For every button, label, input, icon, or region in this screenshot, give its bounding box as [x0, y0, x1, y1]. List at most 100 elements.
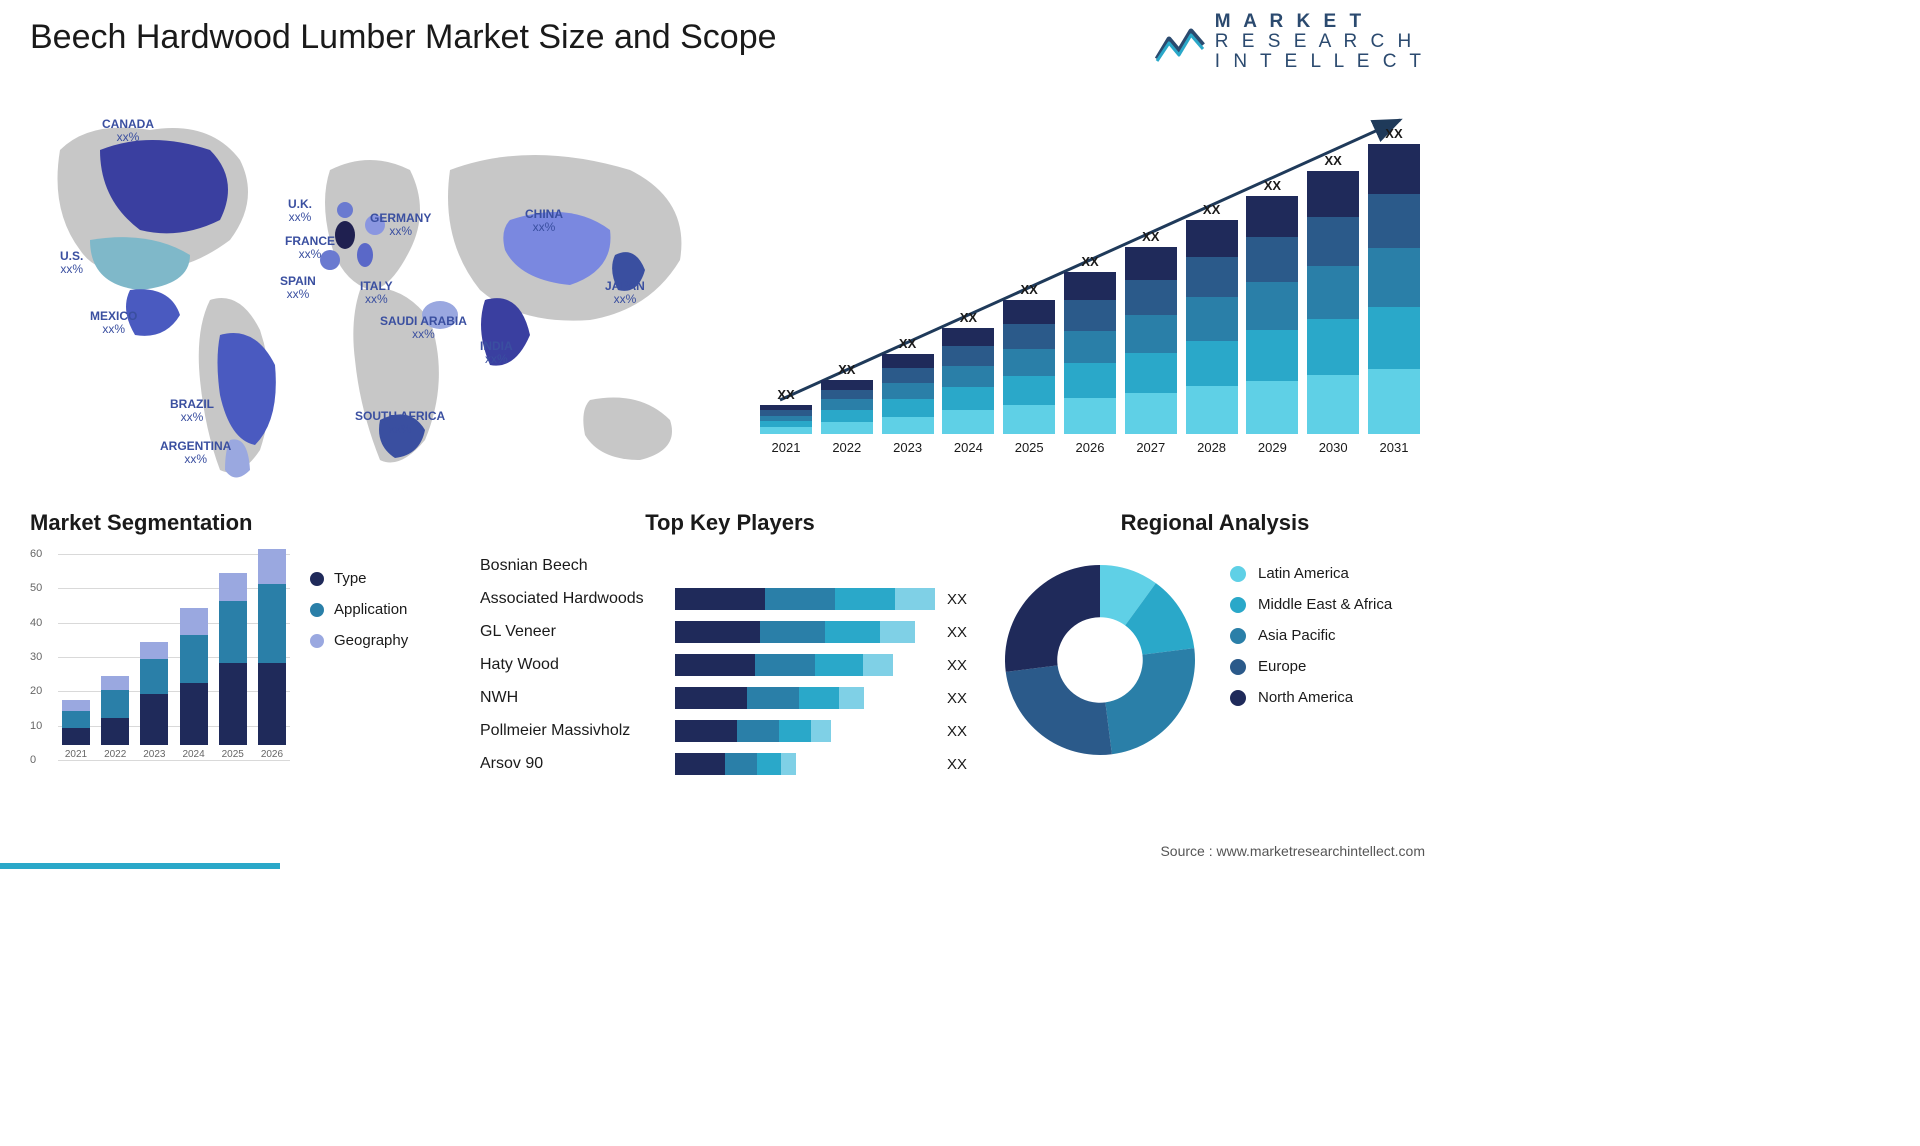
forecast-segment: [882, 399, 934, 416]
seg-bar-2021: 2021: [62, 700, 90, 760]
forecast-year-label: 2029: [1258, 440, 1287, 455]
seg-segment: [140, 659, 168, 693]
player-segment: [863, 654, 893, 676]
forecast-year-label: 2023: [893, 440, 922, 455]
player-name: NWH: [480, 689, 675, 707]
player-segment: [779, 720, 811, 742]
forecast-segment: [1368, 144, 1420, 194]
forecast-segment: [1368, 307, 1420, 369]
player-segment: [755, 654, 815, 676]
forecast-segment: [1125, 280, 1177, 315]
seg-segment: [258, 549, 286, 583]
legend-dot-icon: [310, 634, 324, 648]
legend-dot-icon: [310, 572, 324, 586]
forecast-segment: [1368, 248, 1420, 307]
seg-segment: [258, 584, 286, 663]
forecast-segment: [1246, 282, 1298, 330]
seg-bar-2026: 2026: [258, 549, 286, 760]
player-value: XX: [947, 690, 967, 707]
player-segment: [747, 687, 799, 709]
forecast-bar-2025: XX2025: [1003, 282, 1055, 455]
forecast-year-label: 2022: [832, 440, 861, 455]
map-label-japan: JAPANxx%: [605, 280, 645, 306]
seg-segment: [62, 700, 90, 710]
player-bar: [675, 753, 935, 775]
forecast-bar-2028: XX 2028: [1186, 202, 1238, 455]
player-bar: [675, 621, 935, 643]
seg-bar-2024: 2024: [180, 608, 208, 760]
seg-bar-2023: 2023: [140, 642, 168, 760]
seg-year-label: 2026: [261, 749, 283, 760]
forecast-segment: [1307, 266, 1359, 319]
y-tick-label: 10: [30, 720, 42, 732]
player-row: NWH XX: [480, 682, 980, 714]
seg-bar-2022: 2022: [101, 676, 129, 760]
forecast-segment: [1003, 349, 1055, 376]
forecast-value-label: XX: [1203, 202, 1220, 217]
forecast-bar-2022: XX2022: [821, 362, 873, 455]
forecast-segment: [1125, 393, 1177, 434]
player-name: GL Veneer: [480, 623, 675, 641]
region-label: Asia Pacific: [1258, 627, 1336, 644]
player-value: XX: [947, 591, 967, 608]
players-list: Bosnian BeechAssociated HardwoodsXXGL Ve…: [480, 550, 980, 781]
region-legend-item: Europe: [1230, 658, 1392, 675]
seg-year-label: 2025: [222, 749, 244, 760]
map-label-u-k-: U.K.xx%: [288, 198, 312, 224]
forecast-segment: [942, 328, 994, 346]
forecast-value-label: XX: [1264, 178, 1281, 193]
legend-label: Geography: [334, 632, 408, 649]
forecast-segment: [1064, 398, 1116, 434]
map-label-india: INDIAxx%: [480, 340, 513, 366]
forecast-year-label: 2031: [1380, 440, 1409, 455]
player-segment: [839, 687, 864, 709]
player-segment: [725, 753, 757, 775]
map-label-canada: CANADAxx%: [102, 118, 154, 144]
region-panel: Regional Analysis Latin AmericaMiddle Ea…: [1000, 510, 1430, 800]
map-label-argentina: ARGENTINAxx%: [160, 440, 231, 466]
forecast-segment: [821, 399, 873, 410]
seg-segment: [101, 676, 129, 690]
legend-dot-icon: [1230, 566, 1246, 582]
forecast-year-label: 2027: [1136, 440, 1165, 455]
player-segment: [675, 588, 765, 610]
forecast-bar-2024: XX2024: [942, 310, 994, 455]
forecast-segment: [821, 422, 873, 434]
forecast-segment: [1003, 405, 1055, 434]
seg-legend-item: Application: [310, 601, 408, 618]
player-segment: [815, 654, 863, 676]
player-segment: [825, 621, 880, 643]
forecast-value-label: XX: [1142, 229, 1159, 244]
y-tick-label: 40: [30, 617, 42, 629]
player-bar: [675, 687, 935, 709]
forecast-bar-2031: XX2031: [1368, 126, 1420, 455]
forecast-segment: [760, 427, 812, 434]
region-label: North America: [1258, 689, 1353, 706]
forecast-segment: [1003, 300, 1055, 324]
forecast-segment: [1186, 220, 1238, 257]
forecast-segment: [1246, 196, 1298, 237]
map-label-south-africa: SOUTH AFRICAxx%: [355, 410, 445, 436]
segmentation-legend: Type Application Geography: [310, 570, 408, 663]
world-map-panel: CANADAxx%U.S.xx%MEXICOxx%BRAZILxx%ARGENT…: [30, 90, 720, 490]
legend-label: Type: [334, 570, 367, 587]
source-attribution: Source : www.marketresearchintellect.com: [1160, 843, 1425, 859]
forecast-segment: [821, 390, 873, 400]
forecast-segment: [1246, 237, 1298, 282]
forecast-year-label: 2028: [1197, 440, 1226, 455]
seg-segment: [219, 573, 247, 600]
player-row: Arsov 90XX: [480, 748, 980, 780]
forecast-segment: [882, 354, 934, 368]
player-name: Arsov 90: [480, 755, 675, 773]
player-bar: [675, 654, 935, 676]
player-row: Haty WoodXX: [480, 649, 980, 681]
seg-segment: [219, 663, 247, 745]
forecast-bar-2023: XX2023: [882, 336, 934, 455]
region-legend-item: Asia Pacific: [1230, 627, 1392, 644]
map-label-italy: ITALYxx%: [360, 280, 393, 306]
map-label-china: CHINAxx%: [525, 208, 563, 234]
forecast-segment: [1307, 217, 1359, 266]
forecast-segment: [1307, 375, 1359, 434]
players-panel: Top Key Players Bosnian BeechAssociated …: [480, 510, 980, 800]
region-donut: [1000, 560, 1200, 760]
